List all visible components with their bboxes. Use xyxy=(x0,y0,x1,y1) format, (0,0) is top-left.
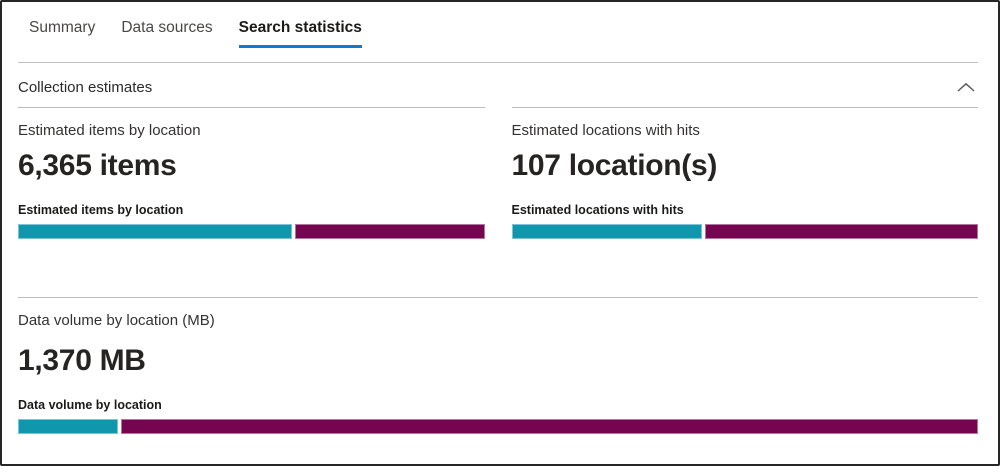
tab-summary[interactable]: Summary xyxy=(18,16,106,50)
bar-segment-magenta xyxy=(120,419,978,434)
tab-data-sources[interactable]: Data sources xyxy=(110,16,223,50)
card-label: Estimated items by location xyxy=(18,122,201,139)
card-label: Data volume by location (MB) xyxy=(18,312,215,329)
chart-title: Estimated items by location xyxy=(18,203,184,217)
card-value: 6,365 items xyxy=(18,149,177,182)
stacked-bar-volume xyxy=(18,419,978,434)
card-value: 1,370 MB xyxy=(18,344,146,377)
estimates-cards-row: Estimated items by location 6,365 items … xyxy=(18,107,978,239)
card-value: 107 location(s) xyxy=(511,149,718,182)
chart-title: Data volume by location xyxy=(18,398,162,412)
card-data-volume: Data volume by location (MB) 1,370 MB Da… xyxy=(18,297,978,434)
card-estimated-items: Estimated items by location 6,365 items … xyxy=(18,107,485,239)
section-title: Collection estimates xyxy=(18,78,153,96)
tab-strip-divider xyxy=(18,62,978,63)
stacked-bar-locations xyxy=(511,224,978,239)
bar-segment-teal xyxy=(18,224,292,239)
chevron-up-icon xyxy=(957,82,975,92)
chart-title: Estimated locations with hits xyxy=(511,203,684,217)
card-label: Estimated locations with hits xyxy=(511,122,700,139)
bar-segment-magenta xyxy=(705,224,978,239)
collapse-section-button[interactable] xyxy=(954,80,978,95)
tab-strip: Summary Data sources Search statistics xyxy=(2,2,998,50)
card-estimated-locations: Estimated locations with hits 107 locati… xyxy=(511,107,978,239)
collection-estimates-header: Collection estimates xyxy=(18,76,978,98)
bar-segment-magenta xyxy=(294,224,485,239)
bar-segment-teal xyxy=(18,419,118,434)
tab-search-statistics[interactable]: Search statistics xyxy=(228,16,373,50)
bar-segment-teal xyxy=(511,224,703,239)
stacked-bar-items xyxy=(18,224,485,239)
